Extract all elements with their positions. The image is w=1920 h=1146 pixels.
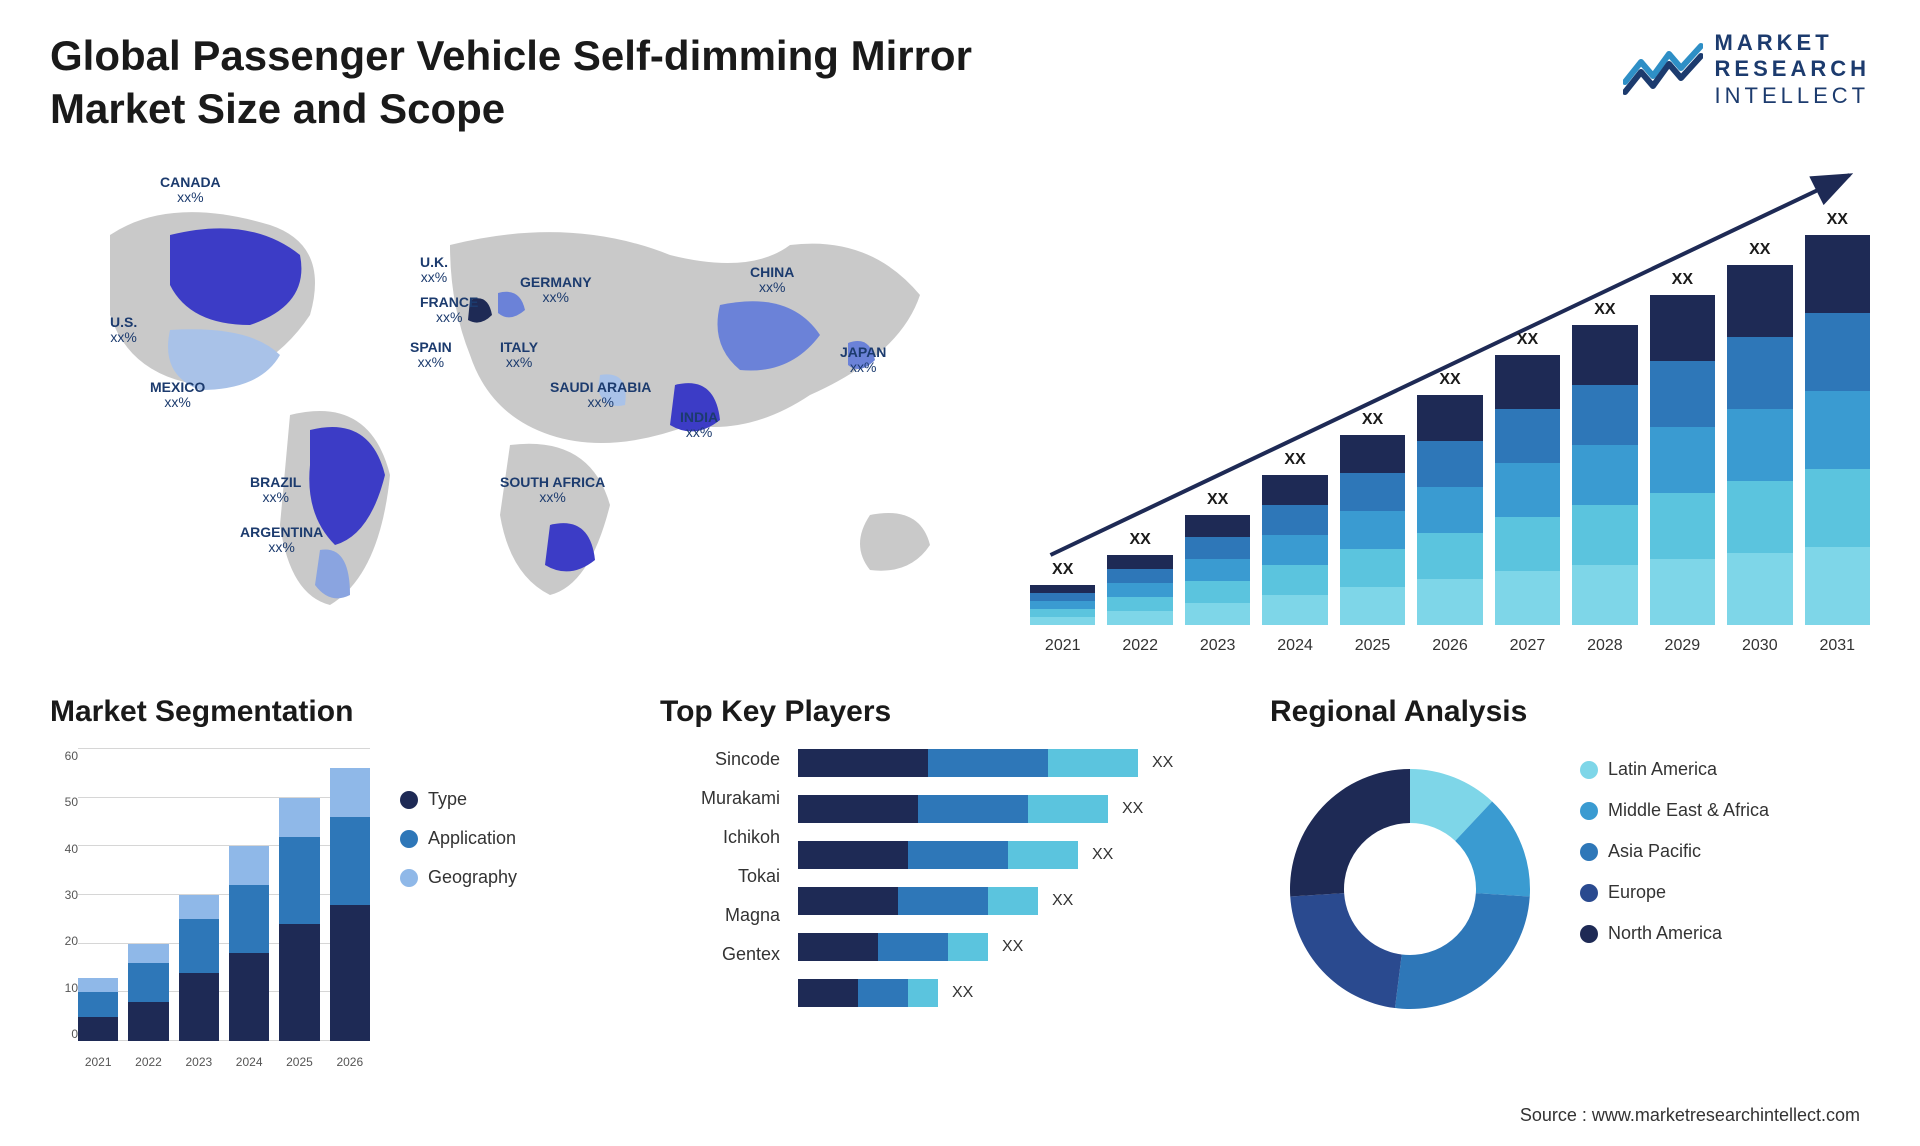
map-label: ITALYxx%	[500, 340, 538, 371]
growth-bar: XX	[1185, 491, 1250, 625]
map-label: MEXICOxx%	[150, 380, 205, 411]
donut-slice	[1290, 769, 1410, 897]
logo-text: MARKET RESEARCH INTELLECT	[1715, 30, 1870, 109]
growth-chart-panel: XXXXXXXXXXXXXXXXXXXXXX 20212022202320242…	[1030, 155, 1870, 655]
growth-x-label: 2023	[1185, 637, 1250, 655]
growth-x-label: 2031	[1805, 637, 1870, 655]
regional-panel: Regional Analysis Latin America Middle Ea…	[1270, 695, 1870, 1095]
donut-slice	[1290, 893, 1401, 1008]
growth-bar: XX	[1340, 411, 1405, 625]
map-label: CHINAxx%	[750, 265, 794, 296]
segmentation-x-label: 2022	[128, 1055, 168, 1069]
segmentation-bar	[279, 798, 319, 1041]
player-bar: XX	[798, 795, 1220, 823]
segmentation-x-label: 2021	[78, 1055, 118, 1069]
map-label: FRANCExx%	[420, 295, 478, 326]
growth-bar: XX	[1805, 211, 1870, 625]
brand-logo: MARKET RESEARCH INTELLECT	[1623, 30, 1870, 109]
legend-item: Europe	[1580, 882, 1769, 903]
map-label: SPAINxx%	[410, 340, 452, 371]
map-label: BRAZILxx%	[250, 475, 301, 506]
player-bar: XX	[798, 979, 1220, 1007]
growth-x-label: 2025	[1340, 637, 1405, 655]
growth-x-label: 2030	[1727, 637, 1792, 655]
bottom-row: Market Segmentation 6050403020100 202120…	[50, 695, 1870, 1095]
growth-bar: XX	[1727, 241, 1792, 625]
map-label: ARGENTINAxx%	[240, 525, 323, 556]
segmentation-bar	[229, 846, 269, 1041]
logo-mark-icon	[1623, 42, 1703, 98]
world-map-panel: CANADAxx% U.S.xx% MEXICOxx% BRAZILxx% ARGENT…	[50, 155, 970, 655]
legend-item: Asia Pacific	[1580, 841, 1769, 862]
regional-title: Regional Analysis	[1270, 695, 1870, 729]
player-name: Murakami	[701, 788, 780, 809]
player-names: Sincode Murakami Ichikoh Tokai Magna Gentex	[660, 749, 780, 1007]
growth-bar: XX	[1495, 331, 1560, 625]
source-label: Source : www.marketresearchintellect.com	[1520, 1105, 1860, 1126]
segmentation-title: Market Segmentation	[50, 695, 610, 729]
growth-bars: XXXXXXXXXXXXXXXXXXXXXX	[1030, 205, 1870, 625]
map-label: SOUTH AFRICAxx%	[500, 475, 605, 506]
player-name: Magna	[725, 905, 780, 926]
growth-x-label: 2027	[1495, 637, 1560, 655]
growth-bar: XX	[1030, 561, 1095, 625]
player-bar: XX	[798, 933, 1220, 961]
segmentation-x-label: 2025	[279, 1055, 319, 1069]
regional-donut	[1270, 749, 1550, 1029]
player-bar: XX	[798, 887, 1220, 915]
growth-x-label: 2029	[1650, 637, 1715, 655]
growth-x-label: 2026	[1417, 637, 1482, 655]
player-bars: XX XX XX XX XX XX	[798, 749, 1220, 1007]
segmentation-bars	[78, 749, 370, 1041]
player-name: Ichikoh	[723, 827, 780, 848]
players-panel: Top Key Players Sincode Murakami Ichikoh To…	[660, 695, 1220, 1095]
header: Global Passenger Vehicle Self-dimming Mi…	[50, 30, 1870, 135]
player-bar: XX	[798, 749, 1220, 777]
segmentation-x-label: 2024	[229, 1055, 269, 1069]
map-label: SAUDI ARABIAxx%	[550, 380, 651, 411]
legend-item: Type	[400, 789, 517, 810]
map-label: U.K.xx%	[420, 255, 448, 286]
regional-legend: Latin America Middle East & Africa Asia Pa…	[1580, 749, 1769, 1029]
growth-x-axis: 2021 2022 2023 2024 2025 2026 2027 2028 2029 2030…	[1030, 637, 1870, 655]
segmentation-panel: Market Segmentation 6050403020100 202120…	[50, 695, 610, 1095]
growth-x-label: 2028	[1572, 637, 1637, 655]
map-label: INDIAxx%	[680, 410, 718, 441]
segmentation-y-axis: 6050403020100	[50, 749, 78, 1041]
legend-item: Geography	[400, 867, 517, 888]
player-name: Tokai	[738, 866, 780, 887]
segmentation-legend: Type Application Geography	[400, 749, 517, 1069]
map-label: GERMANYxx%	[520, 275, 592, 306]
segmentation-bar	[179, 895, 219, 1041]
player-name: Gentex	[722, 944, 780, 965]
player-bar: XX	[798, 841, 1220, 869]
segmentation-bar	[78, 978, 118, 1041]
legend-item: North America	[1580, 923, 1769, 944]
legend-item: Latin America	[1580, 759, 1769, 780]
growth-bar: XX	[1417, 371, 1482, 625]
growth-x-label: 2022	[1107, 637, 1172, 655]
growth-bar: XX	[1262, 451, 1327, 625]
segmentation-x-label: 2026	[330, 1055, 370, 1069]
page-title: Global Passenger Vehicle Self-dimming Mi…	[50, 30, 1050, 135]
growth-bar: XX	[1650, 271, 1715, 625]
segmentation-x-label: 2023	[179, 1055, 219, 1069]
map-label: JAPANxx%	[840, 345, 886, 376]
top-row: CANADAxx% U.S.xx% MEXICOxx% BRAZILxx% ARGENT…	[50, 155, 1870, 655]
growth-bar: XX	[1572, 301, 1637, 625]
growth-bar: XX	[1107, 531, 1172, 625]
growth-x-label: 2024	[1262, 637, 1327, 655]
segmentation-x-axis: 2021 2022 2023 2024 2025 2026	[78, 1055, 370, 1069]
player-name: Sincode	[715, 749, 780, 770]
legend-item: Middle East & Africa	[1580, 800, 1769, 821]
segmentation-chart: 6050403020100 2021 2022 2023 2024 2025 2026	[50, 749, 370, 1069]
map-label: CANADAxx%	[160, 175, 221, 206]
segmentation-bar	[330, 768, 370, 1041]
map-label: U.S.xx%	[110, 315, 137, 346]
legend-item: Application	[400, 828, 517, 849]
growth-x-label: 2021	[1030, 637, 1095, 655]
players-title: Top Key Players	[660, 695, 1220, 729]
segmentation-bar	[128, 944, 168, 1041]
donut-slice	[1395, 893, 1530, 1009]
